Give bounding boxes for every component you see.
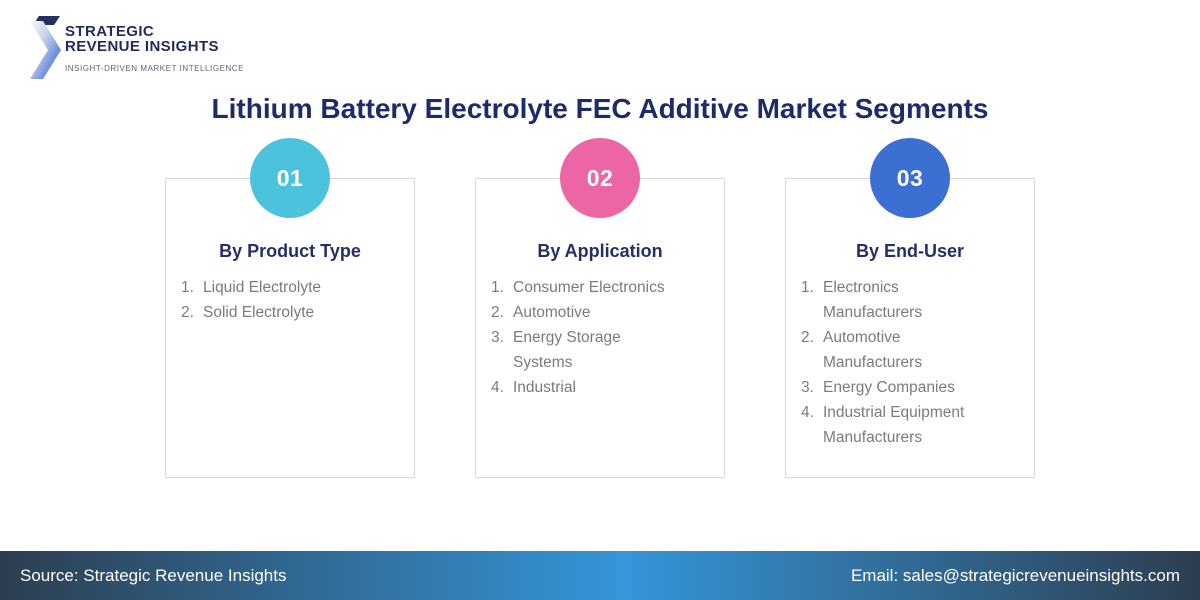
list-item: 2. Automotive [491,300,709,325]
card-heading: By End-User [855,241,965,261]
item-text: Electronics Manufacturers [823,279,923,321]
card-heading: By Product Type [219,241,361,261]
item-number: 2. [491,304,504,321]
list-item: 4. Industrial Equipment Manufacturers [801,400,1019,450]
card-body: By End-User 1. Electronics Manufacturers… [785,178,1035,478]
list-item: 3. Energy Companies [801,375,1019,400]
item-text: Automotive Manufacturers [823,329,923,371]
logo: STRATEGIC REVENUE INSIGHTS INSIGHT-DRIVE… [28,0,288,82]
page-title: Lithium Battery Electrolyte FEC Additive… [211,93,989,124]
logo-tagline: INSIGHT-DRIVEN MARKET INTELLIGENCE [65,64,245,73]
segment-cards: 01 By Product Type 1. Liquid Electrolyte… [0,138,1200,478]
card-body: By Application 1. Consumer Electronics 2… [475,178,725,478]
list-item: 1. Liquid Electrolyte [181,275,399,300]
card-list: 1. Consumer Electronics 2. Automotive 3.… [491,275,709,400]
list-item: 1. Consumer Electronics [491,275,709,300]
item-number: 2. [801,329,814,346]
card-body: By Product Type 1. Liquid Electrolyte 2.… [165,178,415,478]
item-text: Consumer Electronics [513,279,665,296]
badge-01: 01 [250,138,330,218]
item-text: Industrial [513,379,576,396]
item-number: 1. [801,279,814,296]
item-text: Industrial Equipment Manufacturers [823,404,965,446]
item-number: 1. [181,279,194,296]
card-product-type: 01 By Product Type 1. Liquid Electrolyte… [165,138,415,478]
list-item: 3. Energy Storage Systems [491,325,709,375]
footer-email: Email: sales@strategicrevenueinsights.co… [850,565,1180,585]
card-list: 1. Liquid Electrolyte 2. Solid Electroly… [181,275,399,325]
item-number: 4. [491,379,504,396]
logo-accent-shape [33,16,60,25]
item-text: Solid Electrolyte [203,304,315,321]
card-list: 1. Electronics Manufacturers 2. Automoti… [801,275,1019,450]
footer-source: Source: Strategic Revenue Insights [20,565,287,585]
logo-chevron-icon [30,21,61,79]
card-heading: By Application [537,241,663,261]
logo-line-2: REVENUE INSIGHTS [65,38,219,55]
item-text: Liquid Electrolyte [203,279,322,296]
logo-text: STRATEGIC REVENUE INSIGHTS INSIGHT-DRIVE… [65,24,244,73]
list-item: 2. Solid Electrolyte [181,300,399,325]
list-item: 2. Automotive Manufacturers [801,325,1019,375]
item-text: Energy Storage Systems [513,329,621,371]
badge-03: 03 [870,138,950,218]
item-number: 4. [801,404,814,421]
item-number: 3. [801,379,814,396]
card-end-user: 03 By End-User 1. Electronics Manufactur… [785,138,1035,478]
item-number: 3. [491,329,504,346]
badge-02: 02 [560,138,640,218]
footer-bar: Source: Strategic Revenue Insights Email… [0,551,1200,600]
item-text: Automotive [513,304,591,321]
item-text: Energy Companies [823,379,955,396]
list-item: 1. Electronics Manufacturers [801,275,1019,325]
logo-line-1: STRATEGIC [65,23,155,40]
card-application: 02 By Application 1. Consumer Electronic… [475,138,725,478]
item-number: 2. [181,304,194,321]
item-number: 1. [491,279,504,296]
list-item: 4. Industrial [491,375,709,400]
